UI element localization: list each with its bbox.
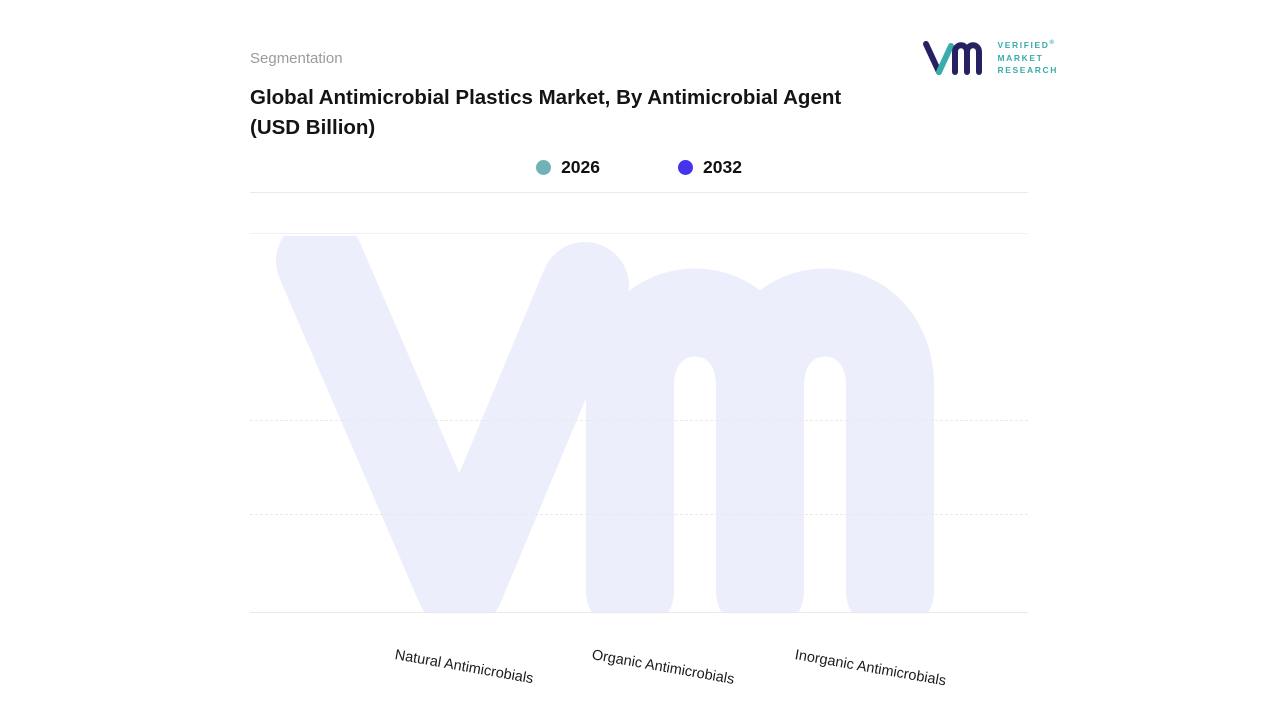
category-label-organic-antimicrobials: Organic Antimicrobials (590, 647, 736, 689)
gridline-mid (250, 419, 1028, 421)
chart-title-line2: (USD Billion) (250, 115, 376, 139)
category-labels: Natural Antimicrobials Organic Antimicrob… (250, 613, 1028, 705)
category-label-inorganic-antimicrobials: Inorganic Antimicrobials (793, 647, 947, 690)
registered-mark: ® (1049, 40, 1054, 47)
vmr-watermark (276, 236, 934, 613)
chart-title-line1: Global Antimicrobial Plastics Market, By… (250, 86, 842, 109)
bars-layer (250, 234, 1028, 612)
category-label-natural-antimicrobials: Natural Antimicrobials (393, 647, 535, 688)
legend-dot-2032 (678, 160, 693, 176)
legend: 2026 2032 (250, 157, 1028, 178)
vmr-logo-text: VERIFIED® MARKET RESEARCH (997, 39, 1058, 76)
plot-area (250, 233, 1028, 614)
divider-line (250, 192, 1028, 194)
legend-dot-2026 (536, 160, 552, 176)
legend-label: 2026 (561, 157, 600, 178)
legend-item-2032: 2032 (678, 157, 742, 178)
legend-label: 2032 (703, 157, 742, 178)
eyebrow-segmentation: Segmentation (250, 50, 343, 67)
legend-item-2026: 2026 (536, 157, 600, 178)
vmr-logo: VERIFIED® MARKET RESEARCH (922, 38, 1058, 78)
gridline-lower (250, 514, 1028, 516)
vmr-logo-monogram (923, 41, 983, 75)
chart-title: Global Antimicrobial Plastics Market, By… (250, 83, 1028, 142)
